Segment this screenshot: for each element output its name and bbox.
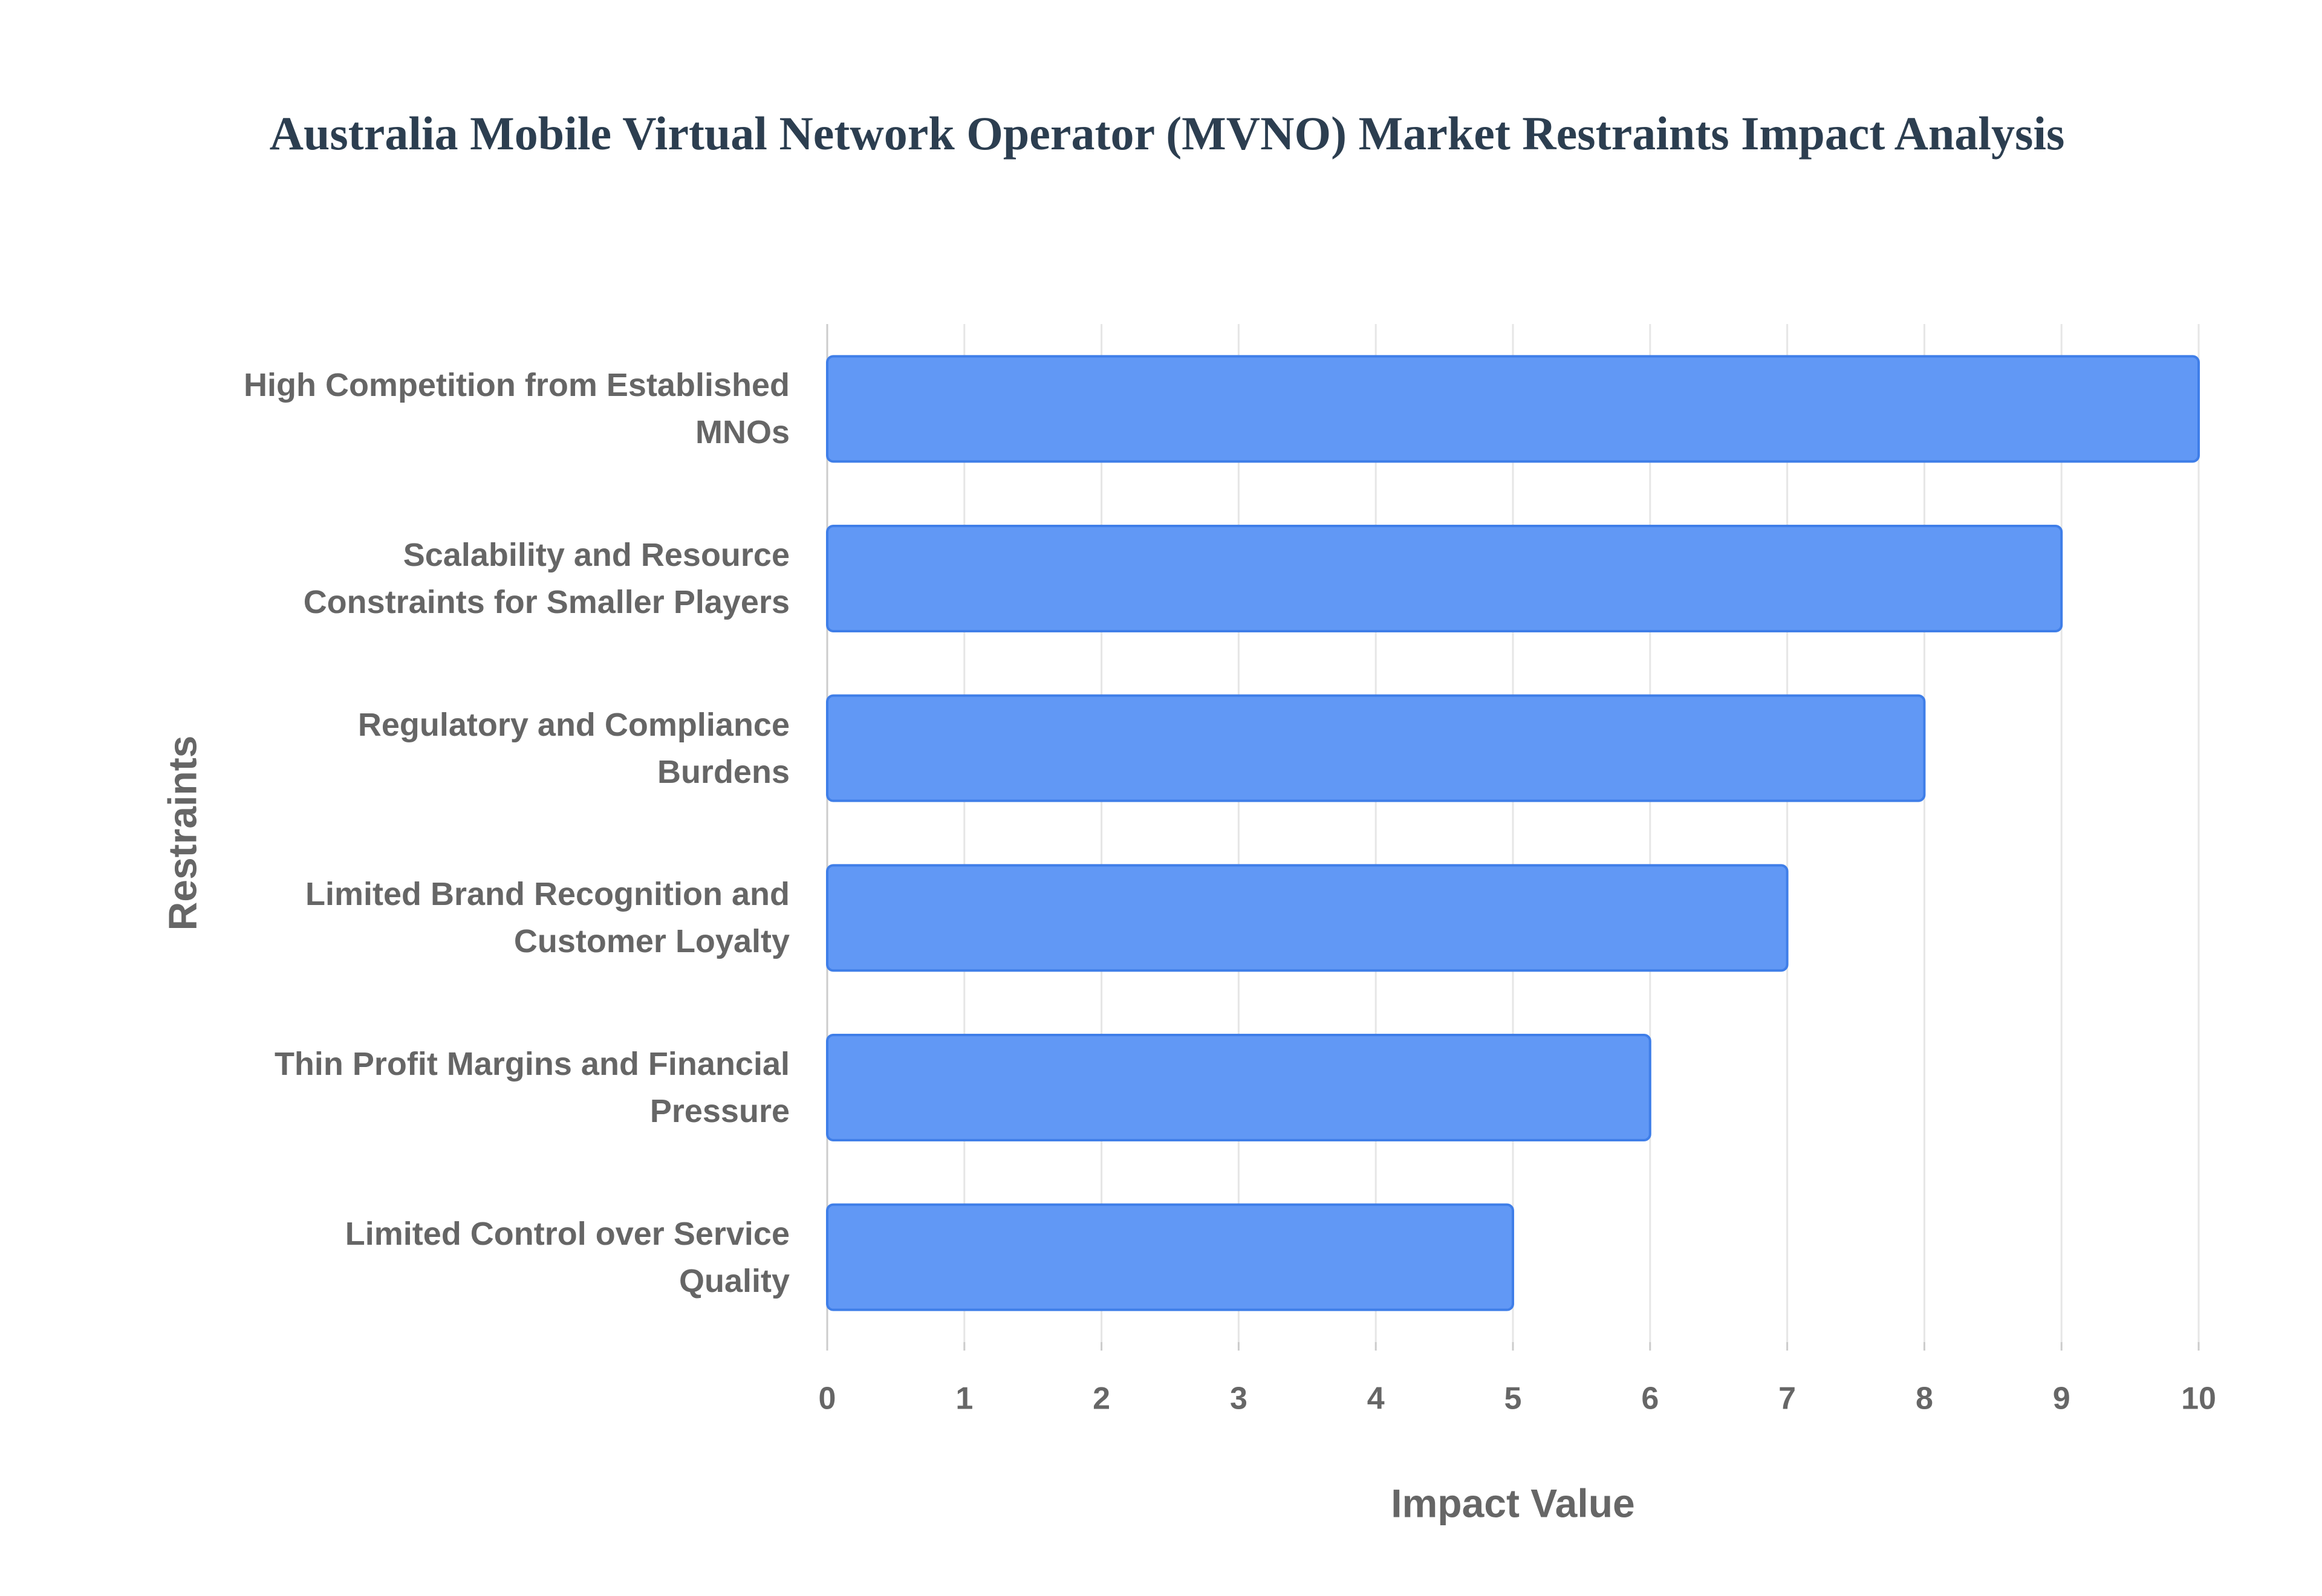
bar <box>826 1033 1651 1142</box>
chart-title: Australia Mobile Virtual Network Operato… <box>270 107 2065 160</box>
y-axis-title: Restraints <box>160 736 204 931</box>
x-tick-label: 1 <box>955 1381 973 1416</box>
y-tick-label: Scalability and Resource Constraints for… <box>303 537 790 620</box>
y-tick-label: Limited Control over Service Quality <box>345 1215 790 1299</box>
x-tick-label: 2 <box>1093 1381 1110 1416</box>
bar <box>826 1203 1514 1311</box>
y-tick-label: High Competition from Established MNOs <box>243 367 790 451</box>
bar <box>826 864 1789 972</box>
x-tick-label: 8 <box>1916 1381 1933 1416</box>
bar <box>826 355 2200 463</box>
x-tick-label: 4 <box>1367 1381 1385 1416</box>
x-tick-label: 7 <box>1778 1381 1796 1416</box>
y-tick-label: Limited Brand Recognition and Customer L… <box>305 876 790 960</box>
x-tick-label: 6 <box>1641 1381 1659 1416</box>
bar <box>826 694 1926 802</box>
y-tick-label: Thin Profit Margins and Financial Pressu… <box>274 1046 790 1129</box>
x-axis-title: Impact Value <box>1391 1481 1635 1525</box>
x-tick-label: 3 <box>1230 1381 1247 1416</box>
x-tick-label: 10 <box>2181 1381 2216 1416</box>
y-tick-label: Regulatory and Compliance Burdens <box>357 706 790 790</box>
x-tick-label: 0 <box>819 1381 836 1416</box>
x-tick-label: 5 <box>1504 1381 1522 1416</box>
x-tick-label: 9 <box>2053 1381 2070 1416</box>
bar <box>826 524 2063 633</box>
